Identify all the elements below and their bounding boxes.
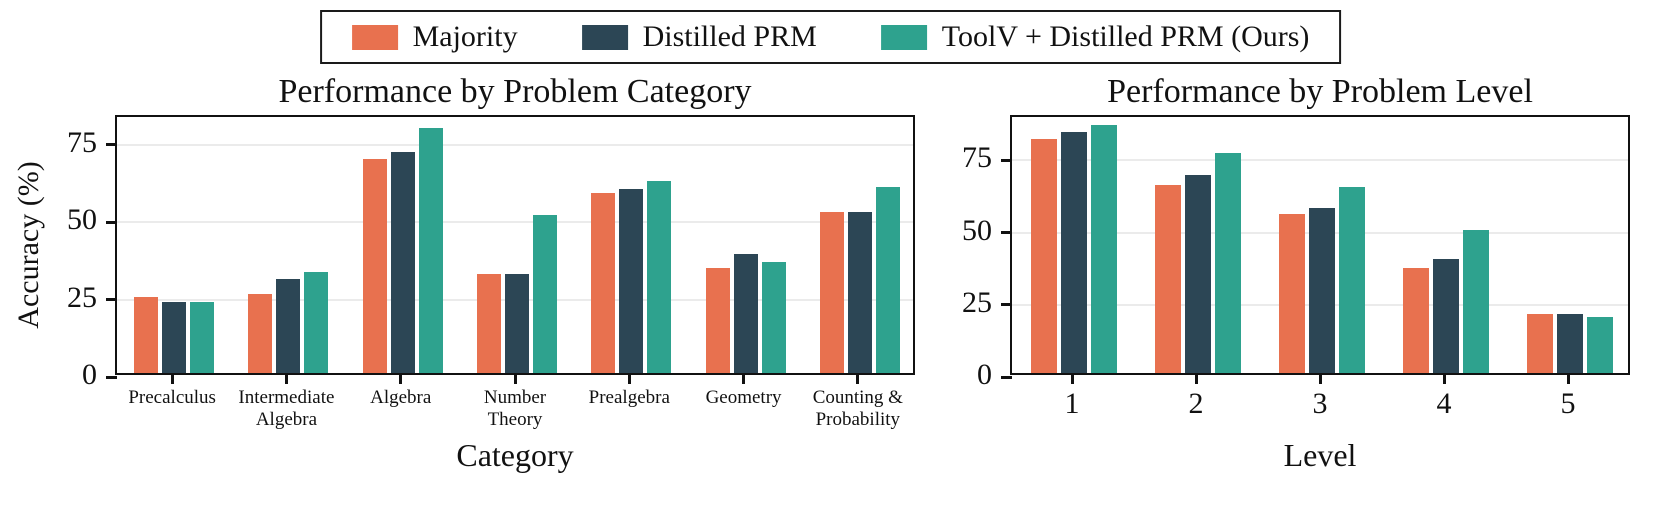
x-tick-mark — [1070, 375, 1074, 384]
plot-area — [106, 115, 915, 379]
bar — [276, 279, 300, 373]
bar — [1279, 214, 1305, 373]
x-tick-mark — [399, 375, 403, 384]
bar — [820, 212, 844, 373]
bar — [1527, 314, 1553, 373]
x-tick-label: Prealgebra — [588, 387, 670, 408]
chart-title: Performance by Problem Level — [1107, 73, 1533, 110]
x-axis-label: Category — [456, 437, 574, 473]
bar — [619, 189, 643, 373]
bar — [1061, 132, 1087, 373]
x-axis-label: Level — [1283, 437, 1357, 473]
x-tick-mark — [513, 375, 517, 384]
bar — [1215, 153, 1241, 373]
bar — [363, 159, 387, 373]
legend-item: ToolV + Distilled PRM (Ours) — [880, 20, 1310, 53]
y-tick-mark — [106, 375, 117, 379]
x-tick-mark — [284, 375, 288, 384]
bar — [762, 262, 786, 373]
grid-line — [117, 221, 913, 224]
y-tick-label: 25 — [962, 285, 992, 319]
x-tick-label: 3 — [1312, 387, 1328, 420]
y-tick-label: 0 — [82, 358, 97, 391]
bar — [647, 181, 671, 373]
y-tick-label: 0 — [977, 358, 992, 391]
x-tick-label: 4 — [1436, 387, 1452, 420]
bar — [391, 152, 415, 373]
x-tick-label: 2 — [1188, 387, 1204, 420]
x-tick-label: Algebra — [370, 387, 432, 408]
y-tick-mark — [1001, 375, 1012, 379]
y-tick-label: 50 — [67, 203, 97, 237]
bar — [876, 187, 900, 373]
bar — [477, 274, 501, 373]
bar — [734, 254, 758, 373]
chart-title: Performance by Problem Category — [278, 73, 752, 110]
bar — [1031, 139, 1057, 373]
x-tick-label: Geometry — [705, 387, 782, 408]
bar — [304, 272, 328, 373]
x-tick-label: 1 — [1064, 387, 1080, 420]
y-tick-label: 75 — [67, 125, 97, 159]
bar — [190, 302, 214, 373]
bar — [162, 302, 186, 373]
y-tick-mark — [106, 143, 117, 147]
y-tick-mark — [1001, 303, 1012, 307]
x-tick-label: Counting & Probability — [812, 387, 903, 430]
legend-label: Distilled PRM — [642, 20, 817, 53]
chart-performance-by-category: Performance by Problem Category Accuracy… — [0, 70, 950, 523]
bar — [1557, 314, 1583, 373]
bar — [505, 274, 529, 373]
bar — [419, 128, 443, 373]
x-tick-mark — [1194, 375, 1198, 384]
x-tick-label: Precalculus — [128, 387, 216, 408]
y-tick-label: 25 — [67, 280, 97, 314]
bar — [591, 193, 615, 373]
bar — [1463, 230, 1489, 373]
x-tick-label: Number Theory — [483, 387, 547, 430]
x-tick-label: Intermediate Algebra — [238, 387, 335, 430]
x-tick-mark — [742, 375, 746, 384]
y-tick-label: 75 — [962, 141, 992, 175]
bar — [134, 297, 158, 373]
bar — [706, 268, 730, 373]
bar — [1091, 125, 1117, 373]
bar — [1433, 259, 1459, 373]
y-tick-mark — [106, 298, 117, 302]
grid-line — [1012, 159, 1628, 162]
bar — [1185, 175, 1211, 373]
legend: Majority Distilled PRM ToolV + Distilled P… — [319, 10, 1342, 64]
plot-area — [1001, 115, 1630, 379]
legend-label: Majority — [412, 20, 518, 53]
bar — [1587, 317, 1613, 373]
x-tick-mark — [1442, 375, 1446, 384]
legend-label: ToolV + Distilled PRM (Ours) — [941, 20, 1310, 53]
bar — [1403, 268, 1429, 373]
bar — [533, 215, 557, 373]
bar — [1155, 185, 1181, 373]
x-tick-mark — [1566, 375, 1570, 384]
x-tick-mark — [627, 375, 631, 384]
bar — [848, 212, 872, 373]
bar — [1339, 187, 1365, 373]
y-tick-mark — [1001, 158, 1012, 162]
x-tick-mark — [170, 375, 174, 384]
legend-swatch — [351, 24, 398, 50]
x-tick-mark — [1318, 375, 1322, 384]
legend-swatch — [581, 24, 628, 50]
y-tick-label: 50 — [962, 213, 992, 247]
chart-performance-by-level: Performance by Problem Level Level 0 25 50… — [950, 70, 1661, 523]
y-tick-mark — [1001, 231, 1012, 235]
bar — [248, 294, 272, 373]
legend-swatch — [880, 24, 927, 50]
bar — [1309, 208, 1335, 373]
legend-item: Majority — [351, 20, 518, 53]
x-tick-mark — [856, 375, 860, 384]
y-tick-mark — [106, 220, 117, 224]
x-tick-label: 5 — [1560, 387, 1576, 420]
grid-line — [117, 143, 913, 146]
legend-item: Distilled PRM — [581, 20, 817, 53]
